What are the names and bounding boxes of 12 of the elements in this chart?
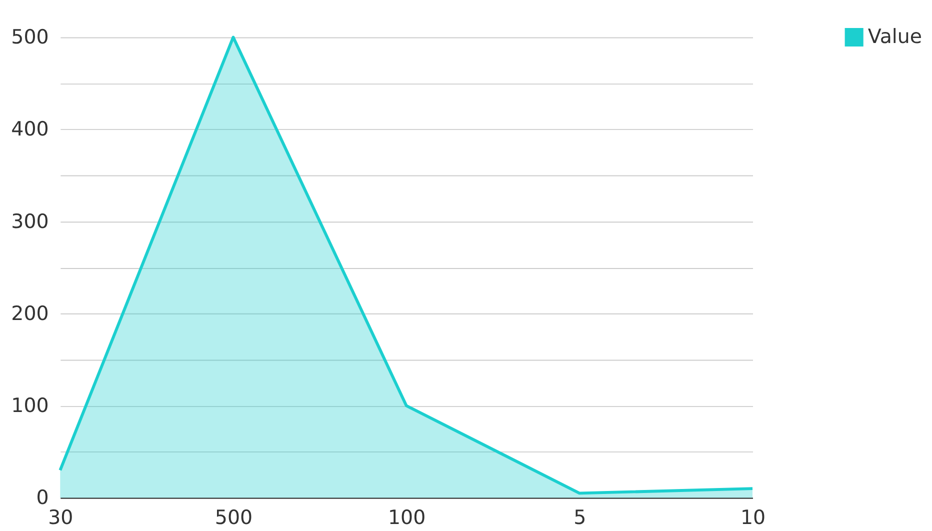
y-tick-label: 0 bbox=[36, 486, 49, 510]
y-tick-label: 300 bbox=[11, 210, 49, 233]
x-tick-label: 500 bbox=[214, 506, 253, 529]
y-tick-label: 200 bbox=[11, 302, 49, 325]
y-tick-label: 400 bbox=[11, 118, 49, 141]
x-tick-label: 5 bbox=[574, 506, 586, 529]
x-tick-label: 100 bbox=[388, 506, 426, 529]
y-tick-label: 500 bbox=[11, 26, 49, 49]
x-tick-label: 10 bbox=[740, 506, 766, 529]
x-tick-label: 30 bbox=[48, 506, 74, 529]
legend-label: Value bbox=[868, 25, 922, 48]
y-tick-label: 100 bbox=[11, 394, 49, 418]
